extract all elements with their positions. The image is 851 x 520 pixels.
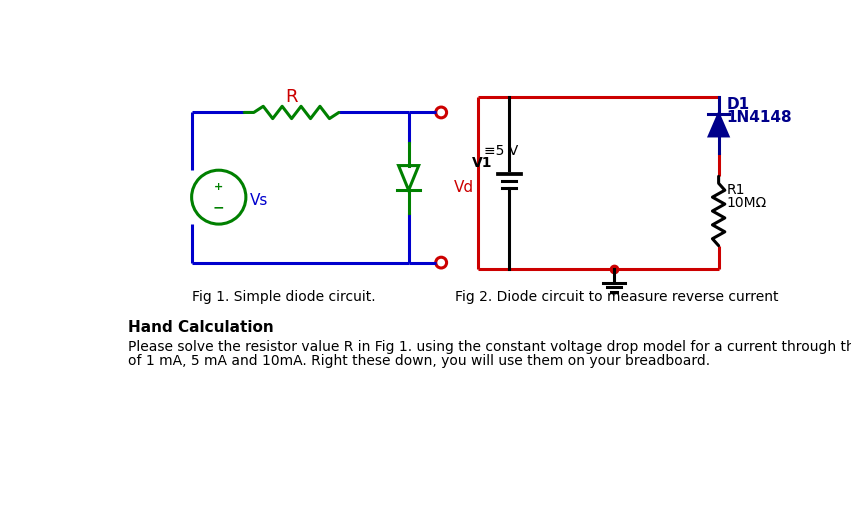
Text: of 1 mA, 5 mA and 10mA. Right these down, you will use them on your breadboard.: of 1 mA, 5 mA and 10mA. Right these down… [128,354,711,368]
Text: Hand Calculation: Hand Calculation [128,320,274,335]
Text: −: − [213,200,225,214]
Text: Vs: Vs [249,193,268,209]
Text: ≡5 V: ≡5 V [484,144,519,158]
Text: 1N4148: 1N4148 [727,110,792,125]
Text: V1: V1 [471,157,493,170]
Text: Please solve the resistor value R in Fig 1. using the constant voltage drop mode: Please solve the resistor value R in Fig… [128,341,851,354]
Text: R: R [285,88,298,106]
Text: R1: R1 [727,183,745,197]
Text: 10MΩ: 10MΩ [727,196,767,210]
Text: Fig 1. Simple diode circuit.: Fig 1. Simple diode circuit. [191,290,375,304]
Text: D1: D1 [727,97,750,112]
Text: Fig 2. Diode circuit to measure reverse current: Fig 2. Diode circuit to measure reverse … [455,290,779,304]
Polygon shape [710,114,728,136]
Text: +: + [214,182,223,192]
Text: Vd: Vd [454,180,474,195]
